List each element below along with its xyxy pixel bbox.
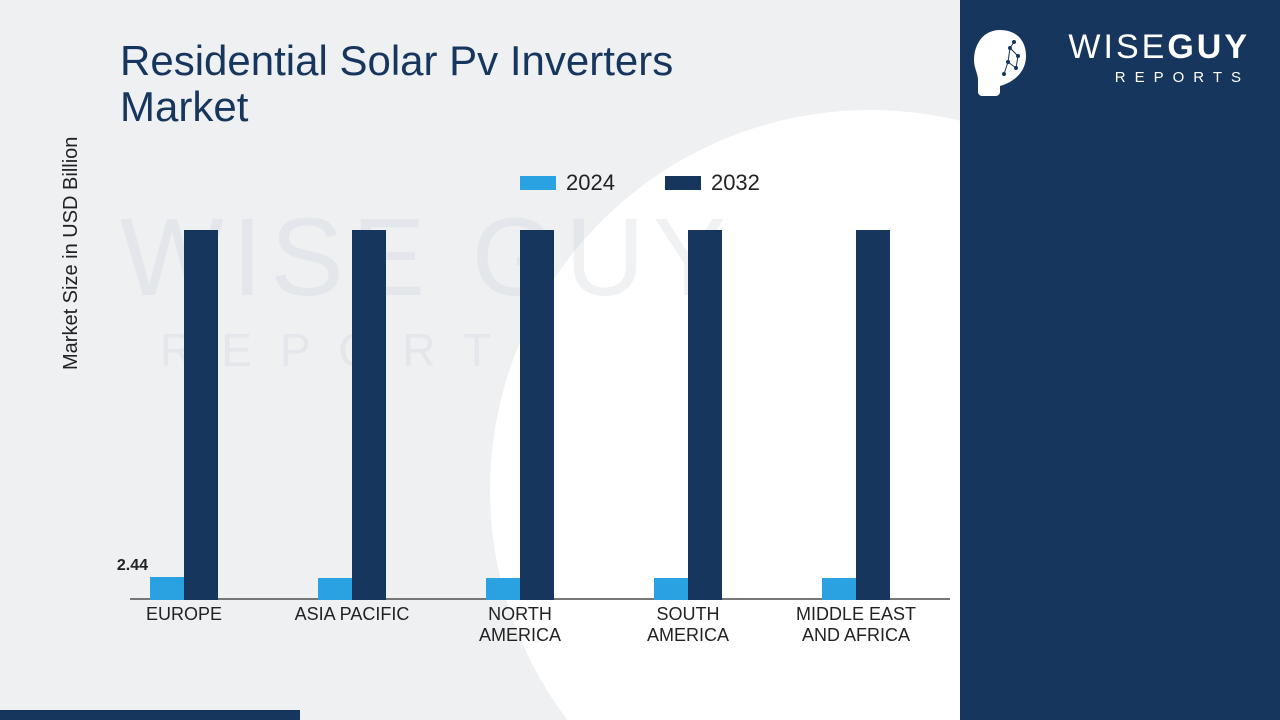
x-axis-labels: EUROPEASIA PACIFICNORTH AMERICASOUTH AME… [130,600,950,710]
bottom-stripe [0,710,300,720]
y-axis-label: Market Size in USD Billion [60,137,83,370]
category-label: EUROPE [114,604,254,625]
legend: 2024 2032 [520,170,760,196]
legend-swatch-2024 [520,176,556,190]
brand-logo-sub: REPORTS [1068,69,1250,86]
category-label: MIDDLE EAST AND AFRICA [786,604,926,645]
chart-title: Residential Solar Pv Inverters Market [120,38,800,130]
category-label: ASIA PACIFIC [282,604,422,625]
chart-canvas: WISEGUY REPORTS Residential Solar Pv Inv… [0,0,1280,720]
category-label: NORTH AMERICA [450,604,590,645]
legend-item-2032: 2032 [665,170,760,196]
legend-label-2024: 2024 [566,170,615,196]
brand-head-icon [970,28,1030,98]
brand-logo-main: WISEGUY [1068,28,1250,67]
brand-word-b: GUY [1167,28,1250,66]
bar-2032 [352,230,386,601]
bar-2024 [654,578,688,600]
bar-2032 [520,230,554,601]
bar-2032 [856,230,890,601]
bar-2032 [688,230,722,601]
bar-2024 [150,577,184,600]
legend-item-2024: 2024 [520,170,615,196]
plot-area: 2.44 [130,210,950,600]
bar-2024 [486,578,520,600]
bar-2024 [822,578,856,600]
brand-word-a: WISE [1068,28,1167,66]
brand-logo: WISEGUY REPORTS [1068,28,1250,86]
category-label: SOUTH AMERICA [618,604,758,645]
bar-2032 [184,230,218,601]
bar-2024 [318,578,352,600]
legend-swatch-2032 [665,176,701,190]
bar-value-label: 2.44 [98,557,148,575]
legend-label-2032: 2032 [711,170,760,196]
brand-block [960,0,1280,720]
